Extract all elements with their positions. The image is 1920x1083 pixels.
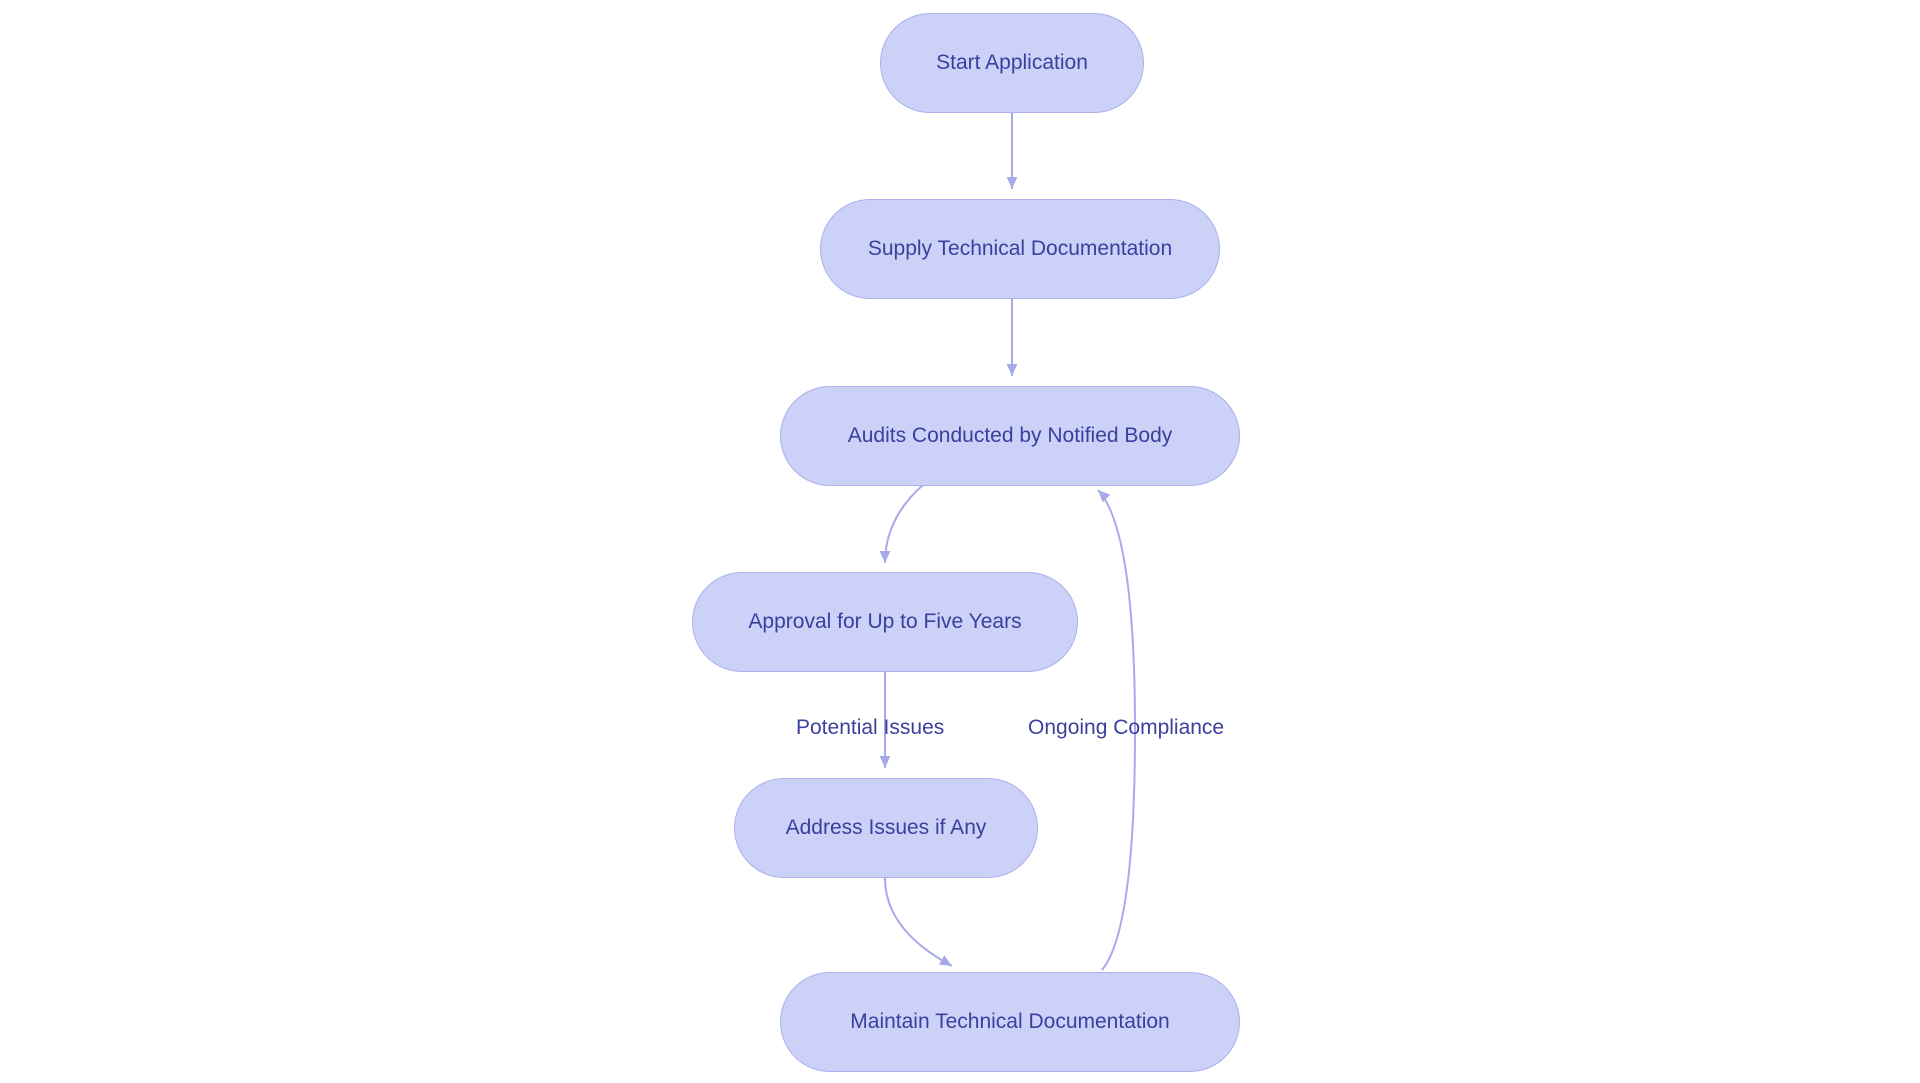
flowchart-edge <box>885 878 952 966</box>
edge-label: Potential Issues <box>796 716 944 740</box>
arrowhead-icon <box>880 551 891 563</box>
arrowhead-icon <box>1098 490 1110 502</box>
node-label: Maintain Technical Documentation <box>850 1010 1169 1034</box>
node-label: Address Issues if Any <box>786 816 987 840</box>
flowchart-node: Address Issues if Any <box>734 778 1038 878</box>
edges-layer <box>0 0 1920 1083</box>
flowchart-node: Maintain Technical Documentation <box>780 972 1240 1072</box>
edge-label: Ongoing Compliance <box>1028 716 1224 740</box>
flowchart-canvas: Start Application Supply Technical Docume… <box>0 0 1920 1083</box>
arrowhead-icon <box>1007 177 1018 189</box>
flowchart-node: Approval for Up to Five Years <box>692 572 1078 672</box>
arrowhead-icon <box>880 756 891 768</box>
arrowhead-icon <box>939 955 952 966</box>
node-label: Supply Technical Documentation <box>868 237 1172 261</box>
flowchart-edge <box>885 484 924 563</box>
flowchart-node: Audits Conducted by Notified Body <box>780 386 1240 486</box>
arrowhead-icon <box>1007 364 1018 376</box>
node-label: Start Application <box>936 51 1088 75</box>
node-label: Audits Conducted by Notified Body <box>848 424 1173 448</box>
node-label: Approval for Up to Five Years <box>748 610 1021 634</box>
flowchart-node: Supply Technical Documentation <box>820 199 1220 299</box>
flowchart-node: Start Application <box>880 13 1144 113</box>
